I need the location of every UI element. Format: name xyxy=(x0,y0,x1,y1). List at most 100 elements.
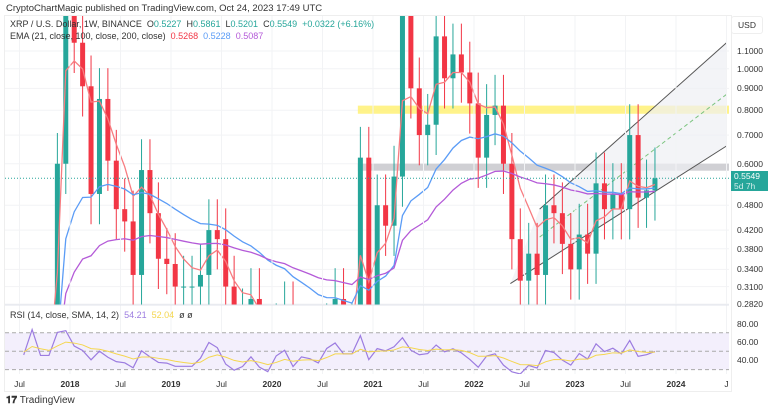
candle xyxy=(450,54,456,79)
candle xyxy=(332,298,338,305)
price-tick: 0.6000 xyxy=(737,158,763,169)
candle xyxy=(256,298,262,305)
candle xyxy=(240,319,245,326)
time-tick: Jul xyxy=(418,379,429,389)
candle xyxy=(559,213,565,244)
rsi-label: RSI (14, close, SMA, 14, 2) xyxy=(10,310,120,320)
candle xyxy=(54,163,60,305)
candle xyxy=(543,205,549,275)
candle xyxy=(172,263,178,287)
close-label: C xyxy=(263,19,270,29)
time-tick: 2024 xyxy=(666,379,686,389)
rsi-pane xyxy=(5,327,729,374)
candle xyxy=(181,286,187,288)
candle xyxy=(189,286,195,288)
candle xyxy=(105,98,111,161)
ema200-line xyxy=(63,170,656,305)
price-tick: 0.8000 xyxy=(737,105,763,116)
ema21-line xyxy=(53,59,656,305)
rsi-extra: ø ø xyxy=(179,310,193,320)
price-tick: 0.3800 xyxy=(737,243,763,254)
candle xyxy=(526,253,532,281)
candle xyxy=(475,103,481,158)
bar-countdown: 5d 7h xyxy=(734,181,756,191)
open-value: 0.5227 xyxy=(153,19,182,29)
time-tick: Jul xyxy=(216,379,227,389)
candle xyxy=(618,193,624,210)
candle xyxy=(635,135,641,198)
ema-label: EMA (21, close, 100, close, 200, close) xyxy=(10,31,166,41)
candle xyxy=(63,16,69,164)
candle xyxy=(130,221,136,275)
rsi-legend: RSI (14, close, SMA, 14, 2) 54.21 52.04 … xyxy=(10,310,193,320)
candle xyxy=(585,234,591,254)
change-value: +0.0322 (+6.16%) xyxy=(302,19,375,29)
candle xyxy=(374,205,380,305)
open-label: O xyxy=(146,19,154,29)
price-tick: 0.4200 xyxy=(737,225,763,236)
candle xyxy=(231,286,237,305)
candle xyxy=(408,16,414,89)
candle xyxy=(467,72,473,104)
candle xyxy=(357,157,363,305)
time-tick: 2021 xyxy=(363,379,383,389)
time-tick: Jul xyxy=(115,379,126,389)
time-tick: Jul xyxy=(519,379,530,389)
candle xyxy=(492,105,498,115)
candle xyxy=(534,253,540,275)
rsi-tick: 80.00 xyxy=(737,318,759,329)
candle xyxy=(416,88,422,136)
rsi-ma-line xyxy=(23,341,655,367)
symbol-legend: XRP / U.S. Dollar, 1W, BINANCE O0.5227 H… xyxy=(10,19,374,29)
candle xyxy=(601,183,607,210)
time-tick: 2022 xyxy=(464,379,484,389)
candle xyxy=(458,54,464,73)
candle xyxy=(399,16,405,177)
candle xyxy=(122,209,128,222)
candle xyxy=(610,193,616,210)
candle xyxy=(248,298,254,305)
candle xyxy=(517,239,523,281)
price-tick: 0.2820 xyxy=(737,299,763,310)
price-tick: 0.7000 xyxy=(737,130,763,141)
candle xyxy=(139,170,145,275)
high-value: 0.5861 xyxy=(192,19,221,29)
time-tick: Jul xyxy=(317,379,328,389)
brand-name: TradingView xyxy=(19,395,75,406)
ema200-value: 0.5087 xyxy=(235,31,264,41)
tradingview-logo: 𝟏𝟕 TradingView xyxy=(6,395,75,406)
price-tick: 0.9000 xyxy=(737,83,763,94)
high-label: H xyxy=(186,19,193,29)
ema-legend: EMA (21, close, 100, close, 200, close) … xyxy=(10,31,263,41)
price-tick: 1.1000 xyxy=(737,46,763,56)
rsi-value: 54.21 xyxy=(124,310,147,320)
symbol-name: XRP / U.S. Dollar, 1W, BINANCE xyxy=(10,19,142,29)
price-tick: 0.3100 xyxy=(737,281,763,292)
time-tick: Jul xyxy=(620,379,631,389)
candle xyxy=(197,274,203,287)
rsi-line xyxy=(23,327,656,374)
candle xyxy=(206,230,212,275)
candle xyxy=(627,135,633,210)
time-tick: Jul xyxy=(14,379,25,389)
candle xyxy=(500,105,506,164)
candle xyxy=(433,36,439,125)
current-price-label: 0.5549 5d 7h xyxy=(731,171,768,191)
close-value: 0.5549 xyxy=(269,19,298,29)
time-tick: 2020 xyxy=(262,379,282,389)
channel-upper-line xyxy=(539,42,727,210)
candle xyxy=(383,205,389,226)
candle xyxy=(366,157,372,305)
rsi-ma-value: 52.04 xyxy=(151,310,175,320)
candle xyxy=(341,298,347,305)
ema100-line xyxy=(59,133,656,305)
ema100-value: 0.5228 xyxy=(203,31,231,41)
time-tick: 2019 xyxy=(161,379,181,389)
candle xyxy=(214,230,220,240)
candle xyxy=(442,36,448,79)
currency-button[interactable]: USD xyxy=(731,16,763,34)
candle xyxy=(391,176,397,226)
candle xyxy=(576,234,582,270)
